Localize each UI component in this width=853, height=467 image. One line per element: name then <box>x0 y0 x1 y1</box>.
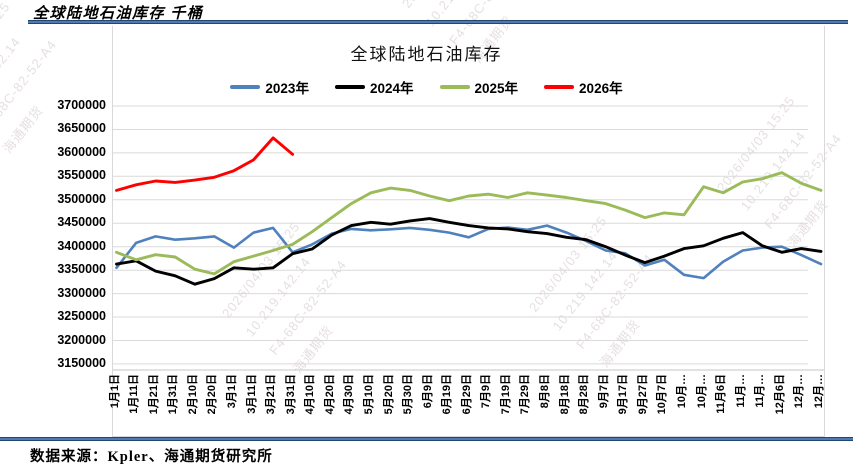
x-axis-tick-label: 3月1日 <box>225 374 238 409</box>
y-axis-tick-label: 3200000 <box>57 332 106 347</box>
series-line-2025年 <box>115 171 823 276</box>
y-axis-tick-label: 3550000 <box>57 168 106 183</box>
x-axis-tick-label: 9月27日 <box>636 374 649 415</box>
series-line-2026年 <box>115 136 295 192</box>
chart-plot <box>113 105 824 371</box>
series-line-2024年 <box>115 217 823 286</box>
x-axis-tick-label: 12月… <box>793 374 806 409</box>
chart-legend: 2023年 2024年 2025年 2026年 <box>0 77 853 97</box>
header-rule <box>28 20 848 24</box>
y-axis-tick-label: 3600000 <box>57 144 106 159</box>
x-axis-tick-label: 3月31日 <box>284 374 297 415</box>
x-axis-tick-label: 2月10日 <box>186 374 199 415</box>
x-axis-tick-label: 1月1日 <box>108 374 121 409</box>
x-axis-tick-label: 4月20日 <box>323 374 336 415</box>
legend-line-swatch <box>334 85 365 89</box>
legend-label: 2023年 <box>265 81 309 96</box>
x-axis-tick-label: 5月10日 <box>362 374 375 415</box>
x-axis-tick-label: 9月17日 <box>617 374 630 415</box>
x-axis-tick-label: 3月11日 <box>245 374 258 414</box>
legend-item-2023年: 2023年 <box>230 77 309 97</box>
y-axis-tick-label: 3500000 <box>57 191 106 206</box>
x-axis-tick-label: 10月7日 <box>656 374 669 415</box>
x-axis-tick-label: 5月20日 <box>382 374 395 415</box>
x-axis-tick-label: 7月9日 <box>480 374 493 409</box>
x-axis-tick-label: 6月19日 <box>441 374 454 415</box>
legend-line-swatch <box>544 85 575 89</box>
legend-item-2024年: 2024年 <box>334 77 414 97</box>
x-axis-tick-label: 3月21日 <box>265 374 278 415</box>
series-line-2023年 <box>115 224 823 280</box>
x-axis-tick-label: 1月31日 <box>167 374 180 415</box>
y-axis-tick-label: 3300000 <box>57 285 106 300</box>
legend-line-swatch <box>230 85 261 89</box>
y-axis-tick-label: 3350000 <box>57 262 106 277</box>
x-axis-tick-label: 11月6日 <box>715 374 728 414</box>
y-axis-tick-label: 3250000 <box>57 309 106 323</box>
x-axis-tick-label: 11月… <box>754 374 767 408</box>
x-axis-tick-label: 1月11日 <box>128 374 141 414</box>
x-axis-tick-label: 10月… <box>695 374 708 409</box>
x-axis-tick-label: 8月8日 <box>539 374 551 409</box>
legend-label: 2026年 <box>579 81 623 96</box>
y-axis-tick-label: 3150000 <box>57 355 106 370</box>
x-axis-tick-label: 10月… <box>676 374 688 409</box>
report-title: 全球陆地石油库存 千桶 <box>33 6 204 22</box>
x-axis-tick-label: 9月7日 <box>597 374 610 409</box>
x-axis-tick-label: 6月29日 <box>460 374 473 415</box>
y-axis-tick-label: 3700000 <box>57 98 106 112</box>
x-axis-tick-label: 12月… <box>813 374 825 409</box>
y-axis-tick-label: 3400000 <box>57 238 106 253</box>
x-axis-tick-label: 7月29日 <box>519 374 532 415</box>
x-axis-tick-label: 11月… <box>734 374 747 408</box>
x-axis-tick-label: 6月9日 <box>421 374 434 409</box>
x-axis-tick-label: 7月19日 <box>499 374 512 415</box>
y-axis-tick-label: 3450000 <box>57 215 106 230</box>
x-axis-tick-label: 5月30日 <box>402 374 414 415</box>
x-axis-tick-label: 2月20日 <box>206 374 219 415</box>
x-axis-tick-label: 8月28日 <box>578 374 591 415</box>
x-axis-tick-label: 4月10日 <box>304 374 317 415</box>
source-note: 数据来源：Kpler、海通期货研究所 <box>30 449 273 465</box>
legend-item-2026年: 2026年 <box>544 77 623 97</box>
chart-title: 全球陆地石油库存 <box>350 45 503 64</box>
x-axis-tick-label: 8月18日 <box>558 374 571 415</box>
chart-panel <box>112 26 825 437</box>
legend-item-2025年: 2025年 <box>439 77 519 97</box>
legend-label: 2024年 <box>369 81 414 96</box>
footer-rule <box>0 437 853 441</box>
x-axis-tick-label: 12月6日 <box>773 374 786 415</box>
x-axis-tick-label: 4月30日 <box>343 374 356 415</box>
y-axis-tick-label: 3650000 <box>57 121 106 136</box>
x-axis-tick-label: 1月21日 <box>147 374 160 415</box>
legend-line-swatch <box>439 85 470 89</box>
legend-label: 2025年 <box>474 81 519 96</box>
